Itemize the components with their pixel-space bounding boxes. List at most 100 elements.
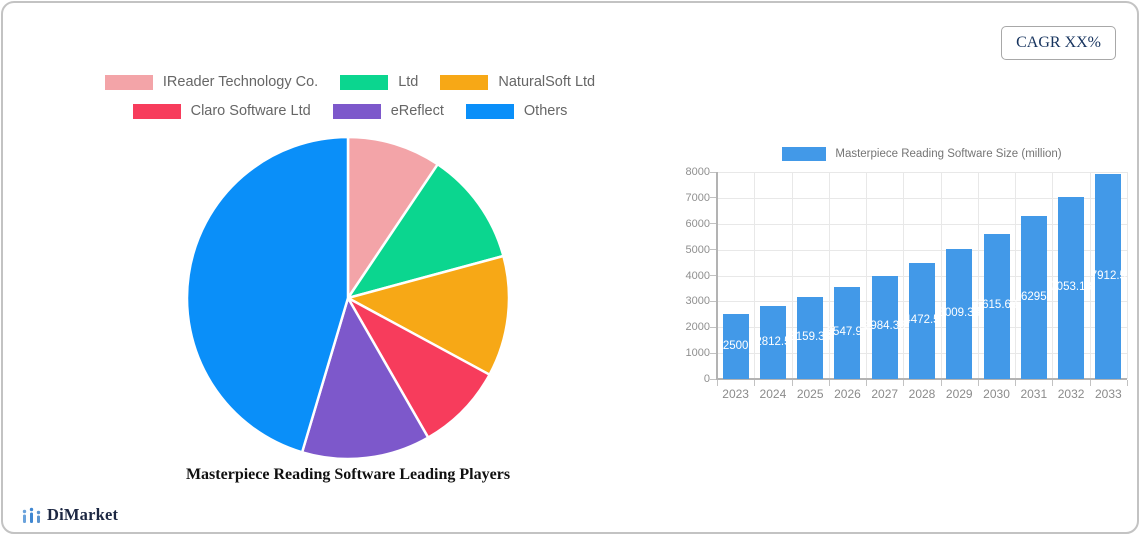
x-tick xyxy=(940,380,942,386)
bar-2031[interactable] xyxy=(1020,216,1047,379)
x-axis-label: 2025 xyxy=(796,387,824,401)
x-axis-label: 2033 xyxy=(1095,387,1122,401)
bar-2025[interactable] xyxy=(797,297,824,379)
bar-value-label: 6295 xyxy=(1021,290,1047,303)
legend-swatch xyxy=(340,74,389,90)
x-axis-label: 2027 xyxy=(871,387,899,401)
legend-label: Claro Software Ltd xyxy=(190,103,311,119)
bar-2028[interactable] xyxy=(909,263,935,379)
pie-slice-others[interactable] xyxy=(185,135,350,454)
bar-value-label: 2812.5 xyxy=(755,335,791,348)
legend-label: IReader Technology Co. xyxy=(162,74,319,90)
brand-logo: DiMarket xyxy=(22,505,118,525)
bar-2026[interactable] xyxy=(834,287,861,379)
y-tick xyxy=(710,223,716,225)
pie-svg xyxy=(185,135,511,461)
pie-slice-ereflect[interactable] xyxy=(300,296,430,461)
gridline-v xyxy=(940,172,942,379)
x-axis-label: 2032 xyxy=(1057,387,1085,401)
bar-value-label: 3984.38 xyxy=(863,320,906,333)
bar-value-label: 3159.38 xyxy=(789,331,831,344)
x-axis-label: 2030 xyxy=(983,387,1010,401)
y-axis-label: 8000 xyxy=(685,166,710,178)
gridline-v xyxy=(1015,172,1017,379)
y-axis-label: 1000 xyxy=(685,347,710,360)
bar-2032[interactable] xyxy=(1058,196,1085,379)
x-tick xyxy=(866,380,868,386)
y-tick xyxy=(710,352,716,354)
bar-2033[interactable] xyxy=(1095,174,1122,379)
y-tick xyxy=(710,197,716,199)
gridline-h xyxy=(717,223,1127,225)
legend-label: NaturalSoft Ltd xyxy=(498,74,596,90)
bar-value-label: 2500 xyxy=(722,339,749,352)
pie-slice-naturalsoft-ltd[interactable] xyxy=(346,254,511,376)
x-tick xyxy=(791,380,793,386)
bar-value-label: 5009.38 xyxy=(938,307,981,320)
bar-value-label: 7912.5 xyxy=(1090,269,1126,282)
bar-2024[interactable] xyxy=(759,306,786,379)
bar-2023[interactable] xyxy=(722,314,749,379)
bar-value-label: 3547.97 xyxy=(826,326,869,339)
bar-value-label: 7053.13 xyxy=(1050,280,1092,293)
y-axis-label: 7000 xyxy=(685,191,710,204)
y-tick xyxy=(710,275,716,276)
legend-swatch xyxy=(132,103,181,119)
x-axis-label: 2029 xyxy=(945,387,973,401)
x-axis-label: 2023 xyxy=(722,387,749,401)
x-axis-line xyxy=(716,378,1127,380)
bar-2029[interactable] xyxy=(946,249,973,379)
y-axis-label: 4000 xyxy=(685,269,710,282)
pie-slice-ltd[interactable] xyxy=(346,163,505,300)
pie-legend-row: IReader Technology Co. Ltd NaturalSoft Ltd xyxy=(60,74,640,90)
pie-legend-item[interactable]: IReader Technology Co. xyxy=(104,74,319,90)
bar-2027[interactable] xyxy=(871,275,898,379)
y-axis-line xyxy=(716,172,718,379)
pie-legend-item[interactable]: NaturalSoft Ltd xyxy=(440,74,595,90)
pie-legend-item[interactable]: eReflect xyxy=(332,103,444,119)
y-tick xyxy=(710,326,716,328)
gridline-v xyxy=(903,172,905,379)
legend-label: Ltd xyxy=(398,74,419,90)
x-tick xyxy=(903,380,905,386)
pie-legend-item[interactable]: Others xyxy=(465,103,568,119)
pie-legend-row: Claro Software Ltd eReflect Others xyxy=(60,103,640,119)
bar-x-axis-labels: 2023 2024 2025 2026 2027 2028 2029 2030 2031 2032… xyxy=(717,387,1127,403)
brand-name: DiMarket xyxy=(47,505,119,524)
pie-legend: IReader Technology Co. Ltd NaturalSoft Ltd… xyxy=(60,74,640,132)
bar-plot-area: 2500 2812.5 3159.38 3547.97 3984.38 4472.5 500… xyxy=(710,171,1128,386)
y-tick xyxy=(710,300,716,302)
y-axis-label: 0 xyxy=(703,373,710,385)
x-axis-label: 2028 xyxy=(908,387,936,401)
pie-title: Masterpiece Reading Software Leading Pla… xyxy=(185,466,511,483)
gridline-v xyxy=(1089,172,1091,379)
bar-legend[interactable]: Masterpiece Reading Software Size (milli… xyxy=(717,147,1127,161)
pie-legend-item[interactable]: Claro Software Ltd xyxy=(132,103,311,119)
legend-swatch xyxy=(465,103,514,119)
pie-chart xyxy=(181,131,515,465)
gridline-v xyxy=(1052,172,1054,379)
gridline-h xyxy=(717,197,1127,199)
pie-legend-item[interactable]: Ltd xyxy=(340,74,418,90)
bar-value-label: 5615.63 xyxy=(975,299,1018,312)
legend-swatch xyxy=(104,74,153,90)
y-axis-label: 6000 xyxy=(685,217,710,230)
gridline-h xyxy=(717,172,1127,173)
y-tick xyxy=(710,171,716,173)
legend-label: Others xyxy=(523,103,568,119)
x-axis-label: 2024 xyxy=(759,387,787,401)
bar-y-axis-labels: 8000 7000 6000 5000 4000 3000 2000 1000 0 xyxy=(648,166,710,385)
cagr-label: CAGR XX% xyxy=(1016,34,1101,51)
x-tick xyxy=(717,380,718,386)
gridline-v xyxy=(977,172,979,379)
gridline-v xyxy=(866,172,868,379)
pie-slice-ireader-technology-co-[interactable] xyxy=(346,135,439,300)
y-axis-label: 3000 xyxy=(685,295,710,308)
gridline-v xyxy=(828,172,830,379)
pie-slice-claro-software-ltd[interactable] xyxy=(346,296,491,439)
y-axis-label: 5000 xyxy=(685,243,710,256)
y-axis-label: 2000 xyxy=(685,321,710,334)
bar-2030[interactable] xyxy=(983,233,1010,379)
x-axis-label: 2031 xyxy=(1020,387,1048,401)
x-tick xyxy=(828,380,830,386)
